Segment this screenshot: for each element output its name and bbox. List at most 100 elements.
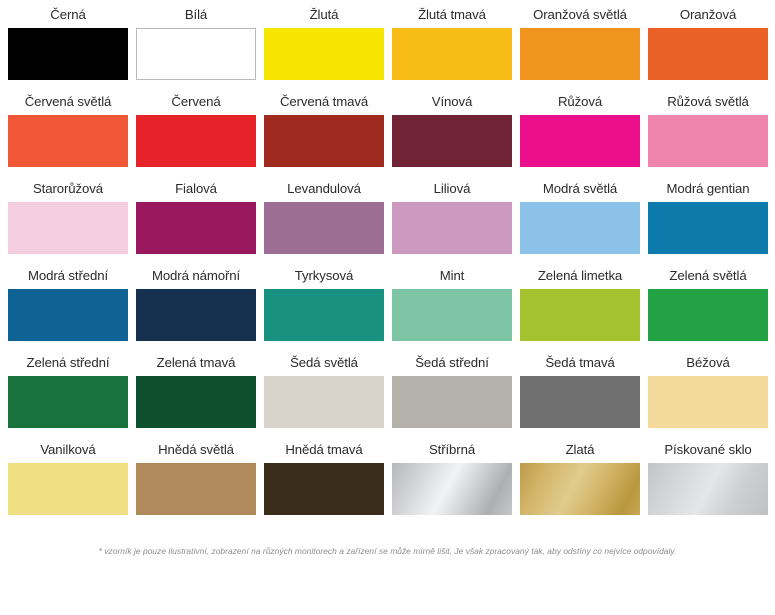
swatch-cell[interactable]: Zelená světlá [648, 267, 768, 354]
swatch-label: Červená tmavá [279, 94, 369, 110]
swatch-cell[interactable]: Červená světlá [8, 93, 128, 180]
swatch-color-chip[interactable] [520, 28, 640, 80]
swatch-color-chip[interactable] [264, 289, 384, 341]
swatch-cell[interactable]: Modrá námořní [136, 267, 256, 354]
swatch-label: Tyrkysová [294, 268, 354, 284]
swatch-color-chip[interactable] [648, 289, 768, 341]
swatch-label: Zelená tmavá [156, 355, 236, 371]
swatch-label: Pískované sklo [664, 442, 752, 458]
swatch-cell[interactable]: Žlutá [264, 6, 384, 93]
swatch-color-chip[interactable] [520, 289, 640, 341]
swatch-color-chip[interactable] [136, 376, 256, 428]
swatch-color-chip[interactable] [264, 376, 384, 428]
swatch-cell[interactable]: Stříbrná [392, 441, 512, 528]
swatch-label: Bílá [184, 7, 208, 23]
swatch-color-chip[interactable] [8, 376, 128, 428]
swatch-cell[interactable]: Mint [392, 267, 512, 354]
swatch-label: Vanilková [40, 442, 96, 458]
swatch-color-chip[interactable] [136, 289, 256, 341]
swatch-color-chip[interactable] [264, 115, 384, 167]
swatch-label: Modrá námořní [151, 268, 241, 284]
swatch-label: Černá [50, 7, 86, 23]
swatch-cell[interactable]: Červená [136, 93, 256, 180]
swatch-color-chip[interactable] [648, 28, 768, 80]
swatch-color-chip[interactable] [648, 202, 768, 254]
swatch-color-chip[interactable] [392, 376, 512, 428]
swatch-cell[interactable]: Zlatá [520, 441, 640, 528]
swatch-cell[interactable]: Vínová [392, 93, 512, 180]
swatch-cell[interactable]: Pískované sklo [648, 441, 768, 528]
swatch-label: Červená světlá [24, 94, 112, 110]
swatch-cell[interactable]: Béžová [648, 354, 768, 441]
swatch-color-chip[interactable] [264, 28, 384, 80]
swatch-label: Modrá střední [27, 268, 109, 284]
swatch-label: Oranžová [679, 7, 737, 23]
swatch-cell[interactable]: Oranžová světlá [520, 6, 640, 93]
swatch-color-chip[interactable] [8, 28, 128, 80]
swatch-color-chip[interactable] [8, 202, 128, 254]
swatch-cell[interactable]: Levandulová [264, 180, 384, 267]
swatch-color-chip[interactable] [520, 202, 640, 254]
swatch-color-chip[interactable] [648, 376, 768, 428]
swatch-cell[interactable]: Oranžová [648, 6, 768, 93]
swatch-label: Zelená světlá [669, 268, 747, 284]
swatch-cell[interactable]: Růžová [520, 93, 640, 180]
swatch-label: Starorůžová [32, 181, 103, 197]
swatch-color-chip[interactable] [392, 289, 512, 341]
swatch-label: Hnědá tmavá [285, 442, 363, 458]
swatch-color-chip[interactable] [648, 115, 768, 167]
swatch-cell[interactable]: Starorůžová [8, 180, 128, 267]
swatch-cell[interactable]: Žlutá tmavá [392, 6, 512, 93]
swatch-cell[interactable]: Zelená tmavá [136, 354, 256, 441]
swatch-cell[interactable]: Zelená střední [8, 354, 128, 441]
swatch-cell[interactable]: Šedá střední [392, 354, 512, 441]
swatch-label: Mint [439, 268, 465, 284]
swatch-color-chip[interactable] [392, 202, 512, 254]
swatch-cell[interactable]: Hnědá tmavá [264, 441, 384, 528]
swatch-color-chip[interactable] [136, 202, 256, 254]
swatch-cell[interactable]: Hnědá světlá [136, 441, 256, 528]
swatch-label: Žlutá [309, 7, 339, 23]
color-swatch-grid: Černá Bílá Žlutá Žlutá tmavá Oranžová světlá… [8, 6, 768, 615]
swatch-color-chip[interactable] [264, 202, 384, 254]
swatch-cell[interactable]: Červená tmavá [264, 93, 384, 180]
swatch-color-chip[interactable] [520, 376, 640, 428]
swatch-color-chip[interactable] [648, 463, 768, 515]
swatch-cell[interactable]: Růžová světlá [648, 93, 768, 180]
swatch-cell[interactable]: Fialová [136, 180, 256, 267]
swatch-label: Růžová světlá [667, 94, 749, 110]
swatch-color-chip[interactable] [392, 463, 512, 515]
swatch-cell[interactable]: Bílá [136, 6, 256, 93]
footnote-disclaimer: * vzorník je pouze ilustrativní, zobraze… [98, 546, 677, 556]
swatch-color-chip[interactable] [520, 115, 640, 167]
swatch-cell[interactable]: Šedá tmavá [520, 354, 640, 441]
swatch-cell[interactable]: Modrá střední [8, 267, 128, 354]
swatch-color-chip[interactable] [392, 115, 512, 167]
color-swatch-page: Černá Bílá Žlutá Žlutá tmavá Oranžová světlá… [8, 7, 768, 556]
swatch-color-chip[interactable] [8, 289, 128, 341]
swatch-cell[interactable]: Liliová [392, 180, 512, 267]
swatch-cell[interactable]: Vanilková [8, 441, 128, 528]
swatch-label: Hnědá světlá [158, 442, 234, 458]
swatch-cell[interactable]: Šedá světlá [264, 354, 384, 441]
swatch-label: Zelená střední [26, 355, 110, 371]
swatch-cell[interactable]: Modrá světlá [520, 180, 640, 267]
swatch-label: Oranžová světlá [533, 7, 627, 23]
swatch-cell[interactable]: Zelená limetka [520, 267, 640, 354]
swatch-label: Béžová [686, 355, 730, 371]
swatch-color-chip[interactable] [8, 463, 128, 515]
swatch-label: Šedá střední [415, 355, 489, 371]
swatch-label: Růžová [557, 94, 603, 110]
swatch-color-chip[interactable] [136, 28, 256, 80]
swatch-label: Liliová [433, 181, 471, 197]
swatch-color-chip[interactable] [264, 463, 384, 515]
swatch-color-chip[interactable] [136, 463, 256, 515]
swatch-color-chip[interactable] [520, 463, 640, 515]
swatch-color-chip[interactable] [136, 115, 256, 167]
swatch-label: Červená [171, 94, 221, 110]
swatch-color-chip[interactable] [392, 28, 512, 80]
swatch-cell[interactable]: Modrá gentian [648, 180, 768, 267]
swatch-cell[interactable]: Černá [8, 6, 128, 93]
swatch-cell[interactable]: Tyrkysová [264, 267, 384, 354]
swatch-color-chip[interactable] [8, 115, 128, 167]
